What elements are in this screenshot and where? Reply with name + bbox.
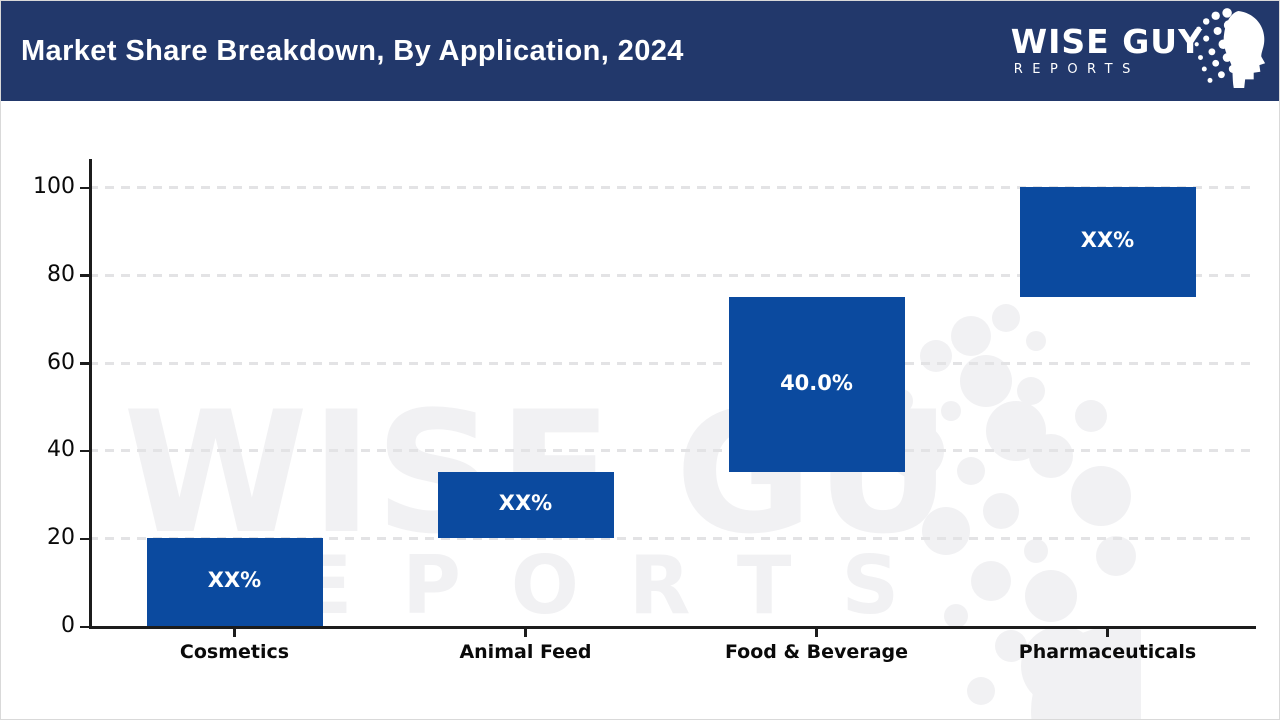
gridline-60 (89, 361, 1253, 365)
brand-logo-text: WISE GUY REPORTS (1011, 25, 1203, 77)
gridline-20 (89, 537, 1253, 541)
watermark-dots-icon (888, 304, 1141, 719)
y-tick-label-40: 40 (47, 437, 75, 463)
bar-food-beverage (728, 296, 905, 473)
gridline-40 (89, 449, 1253, 453)
y-tick-label-20: 20 (47, 525, 75, 551)
brand-face-icon (1194, 8, 1266, 88)
y-tick-0 (80, 625, 89, 628)
chart-title: Market Share Breakdown, By Application, … (21, 34, 684, 67)
gridline-100 (89, 186, 1253, 189)
x-axis-label-animal-feed: Animal Feed (459, 641, 592, 663)
y-tick-60 (80, 362, 89, 365)
x-axis-line (89, 626, 1256, 629)
chart-area: WISE GU REPORTS 0 20 40 60 80 100 Cosmetics XX%… (1, 101, 1279, 719)
brand-logo: WISE GUY REPORTS (1011, 7, 1267, 95)
x-tick-animal-feed (524, 629, 527, 637)
bar-pharmaceuticals (1019, 187, 1196, 297)
y-tick-label-0: 0 (61, 613, 75, 638)
y-tick-100 (80, 186, 89, 189)
x-tick-pharmaceuticals (1106, 629, 1109, 637)
brand-subtitle: REPORTS (1013, 61, 1140, 77)
bar-value-label-cosmetics: XX% (207, 568, 262, 593)
brand-name: WISE GUY (1010, 22, 1203, 62)
y-tick-label-60: 60 (47, 349, 75, 375)
header-banner: Market Share Breakdown, By Application, … (1, 1, 1279, 101)
y-tick-40 (80, 449, 89, 453)
y-tick-20 (80, 537, 89, 541)
y-tick-label-100: 100 (33, 174, 75, 199)
x-axis-label-cosmetics: Cosmetics (179, 641, 290, 663)
x-tick-food-beverage (815, 629, 818, 637)
y-tick-label-80: 80 (47, 261, 75, 287)
x-axis-label-food-beverage: Food & Beverage (724, 641, 909, 663)
gridline-80 (89, 273, 1253, 277)
y-tick-80 (80, 274, 89, 277)
y-axis-line (89, 159, 92, 629)
x-axis-label-pharmaceuticals: Pharmaceuticals (1018, 641, 1197, 663)
bar-value-label-animal-feed: XX% (498, 491, 553, 516)
x-tick-cosmetics (233, 629, 236, 637)
bar-cosmetics (146, 538, 323, 626)
bar-animal-feed (437, 472, 614, 539)
bar-value-label-food-beverage: 40.0% (780, 370, 853, 395)
bar-value-label-pharmaceuticals: XX% (1080, 227, 1135, 252)
